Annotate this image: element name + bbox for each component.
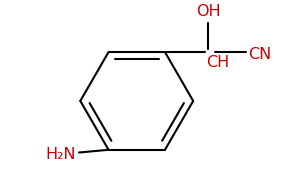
- Text: OH: OH: [196, 4, 220, 19]
- Text: H₂N: H₂N: [46, 147, 76, 162]
- Text: CH: CH: [206, 55, 230, 70]
- Text: CN: CN: [248, 47, 271, 62]
